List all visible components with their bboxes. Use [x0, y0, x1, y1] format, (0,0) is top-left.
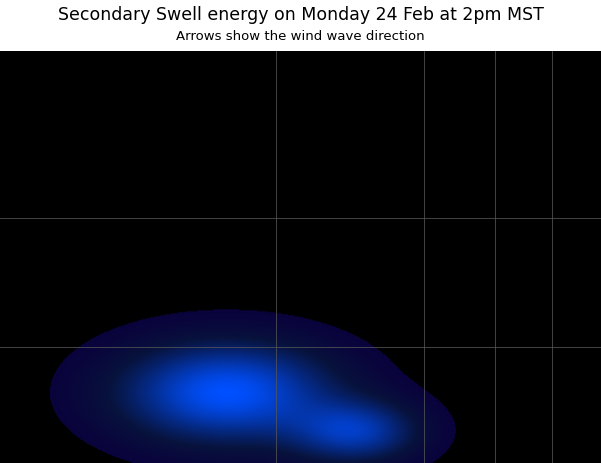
- Text: Secondary Swell energy on Monday 24 Feb at 2pm MST: Secondary Swell energy on Monday 24 Feb …: [58, 6, 543, 24]
- Text: Arrows show the wind wave direction: Arrows show the wind wave direction: [176, 30, 425, 43]
